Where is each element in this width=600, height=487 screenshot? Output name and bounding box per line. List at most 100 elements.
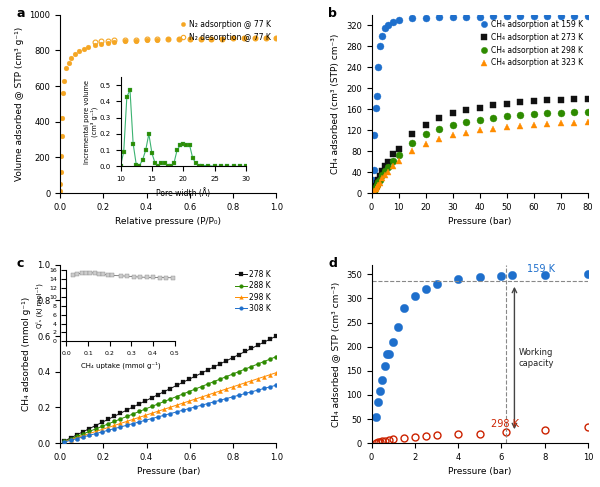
CH₄ adsorption at 323 K [369,190,376,196]
CH₄ adsorption at 298 K [384,164,391,170]
CH₄ adsorption at 273 K [557,97,565,103]
278 K [98,420,106,426]
Line: CH₄ adsorption at 159 K: CH₄ adsorption at 159 K [368,12,592,194]
308 K [110,426,118,431]
CH₄ adsorption at 273 K [370,187,377,193]
308 K [229,394,236,400]
CH₄ adsorption at 273 K [449,111,457,116]
Line: N₂ desorption @ 77 K: N₂ desorption @ 77 K [92,36,279,44]
288 K [123,413,130,419]
278 K [254,342,261,348]
N₂ desorption @ 77 K [110,37,118,43]
CH₄ adsorption at 159 K [384,22,391,28]
CH₄ adsorption at 298 K [530,112,538,117]
288 K [198,384,205,390]
N₂ desorption @ 77 K [154,37,161,42]
CH₄ adsorption at 273 K [436,115,443,121]
N₂ adsorption @ 77 K [58,133,65,139]
288 K [179,391,187,397]
N₂ adsorption @ 77 K [61,78,68,84]
CH₄ adsorption at 323 K [530,122,538,128]
CH₄ adsorption at 159 K [375,64,382,70]
Line: 308 K: 308 K [62,383,278,444]
298 K [73,435,80,441]
CH₄ adsorption at 159 K [382,25,389,31]
CH₄ adsorption at 273 K [370,188,377,194]
278 K [235,352,242,357]
Line: CH₄ adsorption at 323 K: CH₄ adsorption at 323 K [368,119,592,196]
298 K [167,404,174,410]
288 K [161,398,168,404]
278 K [198,370,205,376]
308 K [67,437,74,443]
308 K [260,386,268,392]
CH₄ adsorption at 273 K [384,159,391,165]
278 K [248,345,255,351]
298 K [248,378,255,384]
N₂ adsorption @ 77 K [58,153,65,159]
Line: CH₄ adsorption at 273 K: CH₄ adsorption at 273 K [368,95,592,196]
298 K [161,406,168,412]
278 K [185,376,193,382]
CH₄ adsorption at 273 K [463,107,470,113]
N₂ adsorption @ 77 K [59,115,66,121]
308 K [86,432,93,438]
308 K [104,428,112,433]
N₂ adsorption @ 77 K [104,40,111,46]
278 K [161,389,168,394]
Text: 159 K: 159 K [527,264,556,274]
N₂ desorption @ 77 K [91,39,98,45]
288 K [86,429,93,434]
N₂ desorption @ 77 K [143,37,150,42]
N₂ desorption @ 77 K [175,36,182,42]
CH₄ adsorption at 159 K [490,13,497,19]
N₂ adsorption @ 77 K [80,46,88,52]
308 K [98,429,106,435]
308 K [223,395,230,401]
N₂ desorption @ 77 K [218,36,226,41]
298 K [86,431,93,436]
CH₄ adsorption at 323 K [463,130,470,136]
288 K [61,438,68,444]
CH₄ adsorption at 298 K [422,131,430,137]
Y-axis label: CH₄ adsorbed (cm³ (STP) cm⁻³): CH₄ adsorbed (cm³ (STP) cm⁻³) [331,34,340,174]
N₂ adsorption @ 77 K [110,39,118,45]
288 K [104,421,112,427]
298 K [173,402,180,408]
CH₄ adsorption at 323 K [544,121,551,127]
278 K [79,429,86,435]
N₂ desorption @ 77 K [197,36,204,41]
278 K [154,392,161,397]
278 K [104,416,112,422]
N₂ adsorption @ 77 K [76,48,83,54]
CH₄ adsorption at 159 K [371,132,378,138]
308 K [148,416,155,422]
CH₄ adsorption at 159 K [373,93,380,99]
N₂ adsorption @ 77 K [175,36,182,42]
CH₄ adsorption at 273 K [476,105,484,111]
CH₄ adsorption at 159 K [476,14,484,19]
CH₄ adsorption at 323 K [571,120,578,126]
298 K [211,390,218,396]
298 K [117,421,124,427]
Legend: 278 K, 288 K, 298 K, 308 K: 278 K, 288 K, 298 K, 308 K [234,268,272,314]
N₂ adsorption @ 77 K [154,37,161,42]
N₂ adsorption @ 77 K [57,181,64,187]
298 K [98,427,106,432]
N₂ desorption @ 77 K [241,36,248,41]
CH₄ adsorption at 323 K [370,188,377,194]
CH₄ adsorption at 159 K [571,13,578,19]
CH₄ adsorption at 298 K [372,185,379,190]
X-axis label: Pressure (bar): Pressure (bar) [448,468,511,476]
N₂ adsorption @ 77 K [251,36,259,41]
X-axis label: Relative pressure (P/P₀): Relative pressure (P/P₀) [115,218,221,226]
CH₄ adsorption at 323 K [371,187,378,193]
288 K [73,433,80,439]
278 K [61,438,68,444]
Line: N₂ adsorption @ 77 K: N₂ adsorption @ 77 K [58,36,279,194]
308 K [136,419,143,425]
308 K [73,436,80,442]
Y-axis label: CH₄ adsorbed (mmol g⁻¹): CH₄ adsorbed (mmol g⁻¹) [22,297,31,411]
298 K [260,374,268,380]
CH₄ adsorption at 159 K [463,14,470,19]
